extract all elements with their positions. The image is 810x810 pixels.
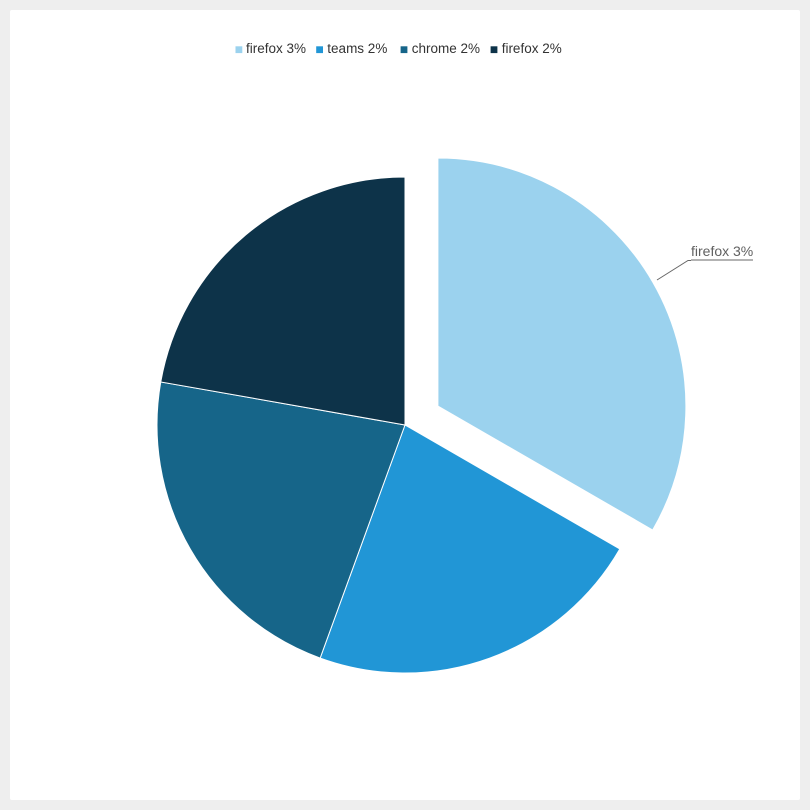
svg-text:chrome 2%: chrome 2% <box>412 41 480 56</box>
svg-text:firefox 3%: firefox 3% <box>246 41 306 56</box>
svg-text:firefox 3%: firefox 3% <box>691 243 753 259</box>
svg-text:teams 2%: teams 2% <box>327 41 387 56</box>
svg-text:firefox 2%: firefox 2% <box>502 41 562 56</box>
